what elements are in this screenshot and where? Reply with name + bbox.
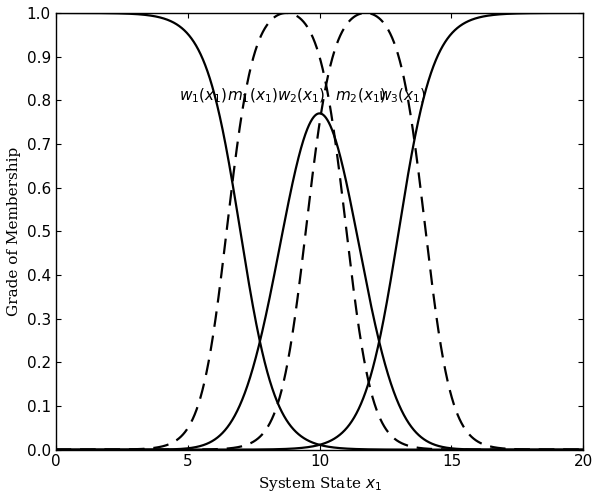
Y-axis label: Grade of Membership: Grade of Membership — [7, 146, 21, 316]
Text: $w_3(x_1)$: $w_3(x_1)$ — [379, 86, 427, 105]
X-axis label: System State $x_1$: System State $x_1$ — [257, 475, 382, 493]
Text: $w_2(x_1)$: $w_2(x_1)$ — [277, 86, 325, 105]
Text: $m_2(x_1)$: $m_2(x_1)$ — [335, 86, 386, 105]
Text: $w_1(x_1)$: $w_1(x_1)$ — [179, 86, 227, 105]
Text: $m_1(x_1)$: $m_1(x_1)$ — [227, 86, 278, 105]
